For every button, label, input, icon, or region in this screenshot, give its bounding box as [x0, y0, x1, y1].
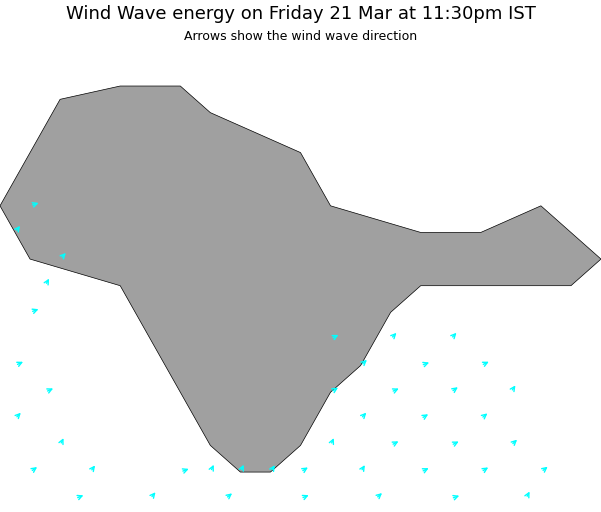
- Text: Arrows show the wind wave direction: Arrows show the wind wave direction: [184, 30, 417, 44]
- Text: Wind Wave energy on Friday 21 Mar at 11:30pm IST: Wind Wave energy on Friday 21 Mar at 11:…: [66, 5, 535, 23]
- Polygon shape: [0, 86, 601, 472]
